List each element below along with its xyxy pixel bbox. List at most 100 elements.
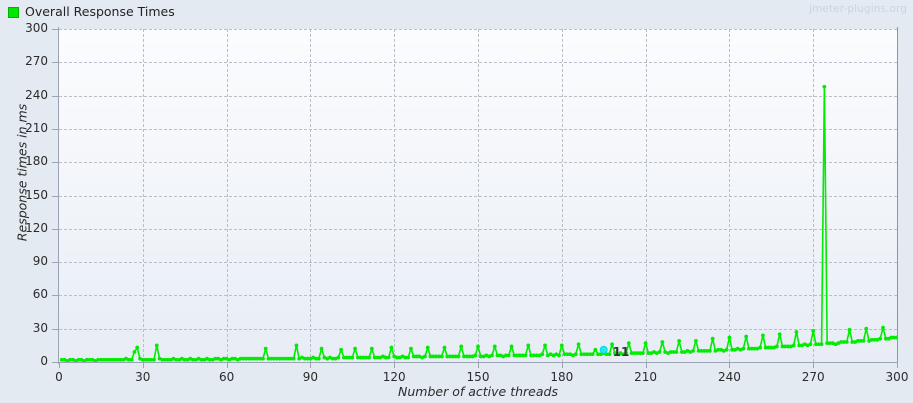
data-point	[842, 340, 846, 344]
data-point	[582, 352, 587, 357]
x-tick-label: 180	[550, 370, 574, 384]
data-point	[677, 339, 682, 343]
data-point	[786, 344, 790, 349]
data-point	[107, 357, 112, 362]
x-tick-mark	[142, 362, 144, 368]
x-tick-label: 0	[55, 370, 63, 384]
data-point	[146, 357, 151, 362]
data-point	[274, 356, 279, 361]
data-point	[593, 347, 598, 352]
data-point	[174, 357, 179, 362]
data-point	[523, 353, 528, 358]
data-point	[353, 346, 357, 351]
data-point	[881, 325, 885, 330]
x-tick-mark	[645, 362, 647, 368]
data-point	[182, 357, 187, 362]
y-tick-label: 60	[32, 287, 48, 302]
data-point	[811, 329, 816, 333]
data-point	[445, 354, 450, 359]
data-point	[411, 354, 416, 359]
plot-area[interactable]: 11	[59, 29, 897, 362]
x-tick-label: 90	[302, 370, 319, 384]
y-tick-mark	[52, 328, 58, 330]
x-tick-label: 30	[135, 370, 151, 384]
data-point	[741, 346, 746, 351]
data-point	[59, 357, 64, 362]
data-point	[828, 341, 832, 346]
data-point	[657, 350, 662, 354]
data-point	[531, 353, 536, 358]
data-point	[858, 339, 863, 343]
data-point	[283, 356, 288, 361]
y-tick-label: 210	[25, 120, 48, 135]
watermark-label: jmeter-plugins.org	[809, 3, 907, 15]
data-point	[104, 357, 109, 362]
highlighted-data-point[interactable]	[599, 345, 608, 354]
data-point	[794, 330, 799, 334]
data-point	[850, 340, 855, 344]
data-point	[342, 355, 346, 360]
data-point	[702, 349, 707, 353]
data-point	[263, 346, 268, 351]
data-point	[255, 356, 260, 361]
data-point	[534, 353, 539, 358]
data-point	[118, 357, 123, 362]
data-point	[163, 357, 168, 362]
data-point	[252, 356, 257, 361]
y-tick-label: 0	[40, 354, 48, 368]
data-point	[774, 344, 779, 349]
data-point	[129, 357, 134, 362]
data-point	[85, 357, 89, 362]
data-point	[529, 353, 533, 358]
plot-right-border	[897, 27, 898, 364]
data-point	[375, 355, 380, 360]
x-tick-label: 150	[466, 370, 490, 384]
data-point	[112, 357, 117, 362]
data-point	[314, 356, 318, 361]
data-point	[339, 347, 344, 352]
data-point	[132, 350, 137, 354]
data-point	[476, 344, 480, 349]
data-point	[590, 352, 595, 357]
data-point	[892, 335, 897, 340]
y-tick-label: 180	[25, 154, 48, 169]
x-tick-mark	[729, 362, 731, 368]
data-point	[423, 354, 427, 359]
data-point	[294, 343, 299, 348]
data-point	[462, 354, 466, 359]
data-point	[707, 349, 712, 353]
data-point	[816, 342, 821, 347]
data-point	[797, 343, 802, 348]
data-point	[512, 353, 517, 358]
data-point	[221, 356, 226, 361]
series-layer	[59, 84, 897, 362]
data-point	[68, 357, 73, 362]
data-point	[207, 357, 212, 362]
data-point	[367, 355, 371, 360]
x-axis-title: Number of active threads	[398, 384, 558, 399]
data-point	[436, 354, 441, 359]
data-point	[515, 353, 520, 358]
data-point	[450, 354, 455, 359]
data-point	[680, 350, 684, 354]
data-point	[350, 355, 355, 360]
data-point	[660, 340, 665, 344]
data-point	[839, 340, 844, 344]
data-point	[280, 356, 285, 361]
data-point	[819, 342, 824, 347]
data-point	[247, 356, 251, 361]
data-point	[456, 354, 461, 359]
y-axis-line	[58, 27, 59, 364]
y-tick-mark	[52, 262, 58, 264]
data-point	[467, 354, 472, 359]
data-point	[406, 355, 411, 360]
data-point	[579, 352, 584, 357]
data-point	[596, 352, 601, 357]
data-point	[710, 336, 715, 341]
data-point	[492, 344, 497, 349]
data-point	[587, 352, 592, 357]
data-point	[87, 357, 92, 362]
data-point	[540, 352, 545, 357]
data-point	[261, 356, 265, 361]
data-point	[448, 354, 452, 359]
